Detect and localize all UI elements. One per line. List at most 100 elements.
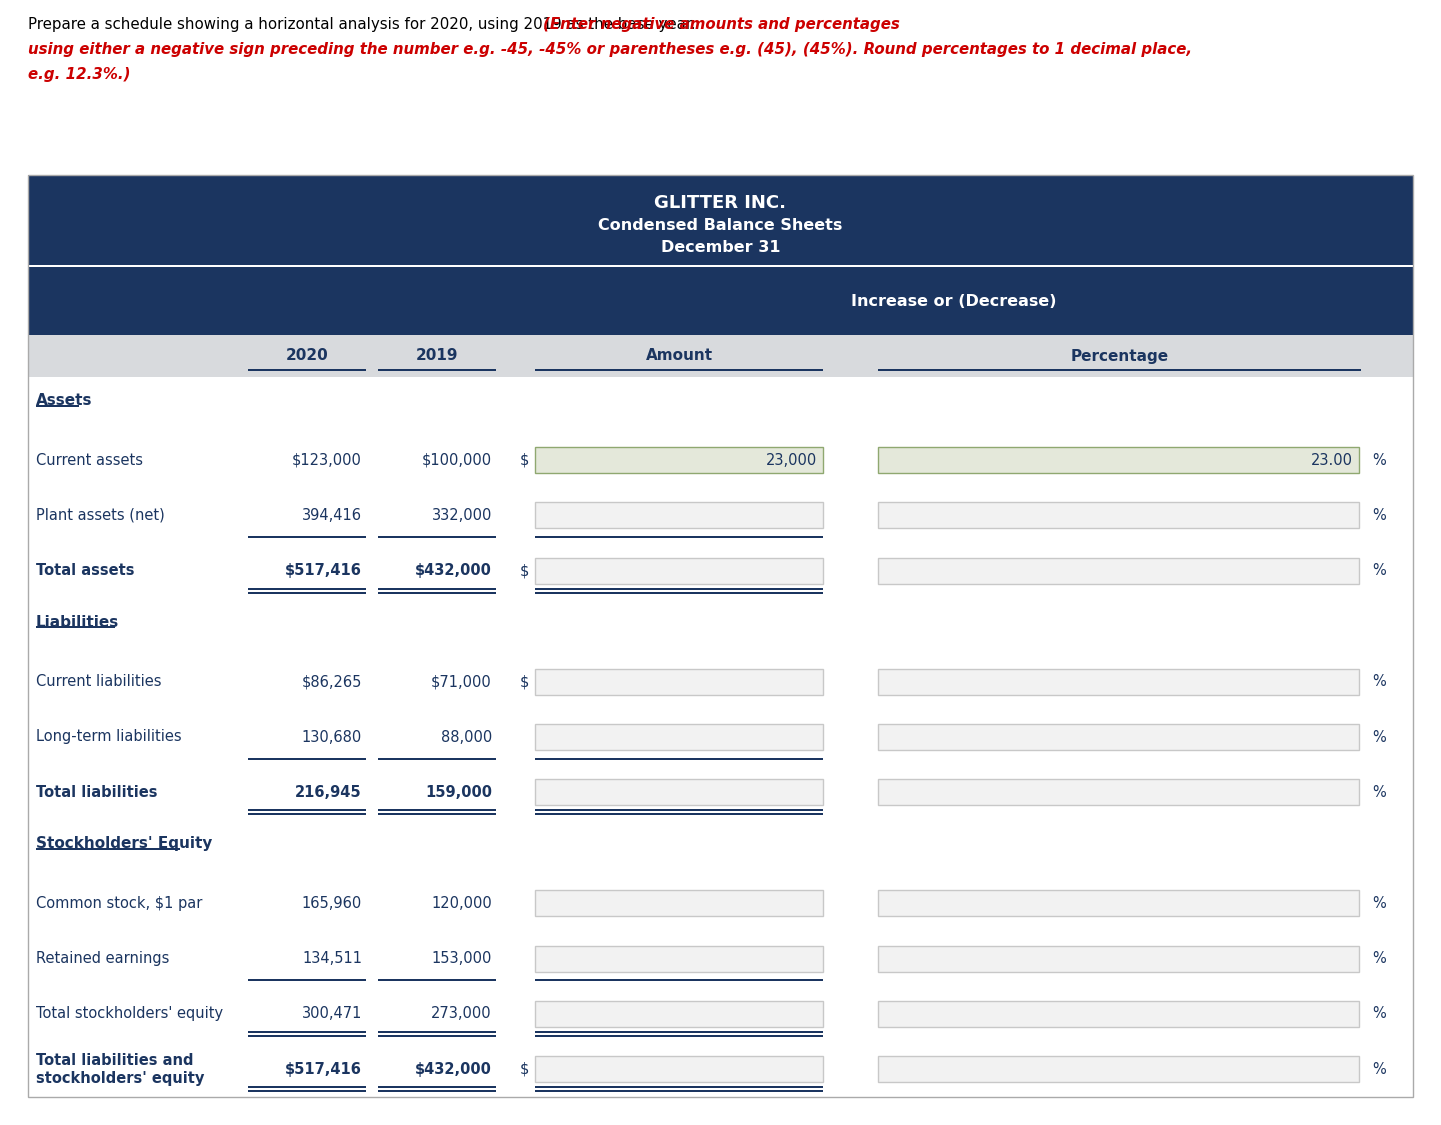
Bar: [378, 1035, 496, 1036]
Text: 153,000: 153,000: [432, 951, 491, 966]
Text: December 31: December 31: [661, 240, 780, 254]
Text: $71,000: $71,000: [431, 674, 491, 690]
Bar: [878, 447, 1359, 474]
Text: 2019: 2019: [416, 349, 458, 363]
Bar: [378, 587, 496, 590]
Text: 394,416: 394,416: [303, 508, 362, 523]
Text: Current assets: Current assets: [36, 452, 143, 468]
Bar: [535, 668, 823, 694]
Text: (Enter negative amounts and percentages: (Enter negative amounts and percentages: [543, 17, 899, 32]
Bar: [248, 369, 366, 371]
Bar: [248, 592, 366, 594]
Text: $100,000: $100,000: [422, 452, 491, 468]
Bar: [27, 266, 1414, 267]
Text: Common stock, $1 par: Common stock, $1 par: [36, 896, 202, 910]
Text: using either a negative sign preceding the number e.g. -45, -45% or parentheses : using either a negative sign preceding t…: [27, 42, 1192, 57]
Bar: [378, 809, 496, 811]
Text: 120,000: 120,000: [431, 896, 491, 910]
Bar: [535, 1001, 823, 1027]
Text: $517,416: $517,416: [285, 564, 362, 578]
Bar: [535, 980, 823, 981]
Text: Current liabilities: Current liabilities: [36, 674, 161, 690]
Bar: [248, 1087, 366, 1088]
Bar: [535, 758, 823, 759]
Bar: [378, 813, 496, 816]
Text: Amount: Amount: [646, 349, 712, 363]
Bar: [535, 1090, 823, 1092]
Text: Condensed Balance Sheets: Condensed Balance Sheets: [598, 217, 843, 233]
Text: 23,000: 23,000: [765, 452, 817, 468]
Text: Retained earnings: Retained earnings: [36, 951, 170, 966]
Text: %: %: [1372, 674, 1386, 690]
Text: Plant assets (net): Plant assets (net): [36, 508, 164, 523]
Text: %: %: [1372, 896, 1386, 910]
Bar: [378, 1030, 496, 1033]
Bar: [535, 809, 823, 811]
Bar: [535, 1056, 823, 1082]
Bar: [36, 627, 115, 628]
Text: $432,000: $432,000: [415, 1062, 491, 1077]
Text: Total liabilities and: Total liabilities and: [36, 1053, 193, 1068]
Text: $123,000: $123,000: [293, 452, 362, 468]
Bar: [378, 369, 496, 371]
Text: 134,511: 134,511: [303, 951, 362, 966]
Bar: [535, 503, 823, 529]
Bar: [248, 587, 366, 590]
Text: Prepare a schedule showing a horizontal analysis for 2020, using 2019 as the bas: Prepare a schedule showing a horizontal …: [27, 17, 700, 32]
Text: %: %: [1372, 1062, 1386, 1077]
Text: %: %: [1372, 452, 1386, 468]
Text: Total liabilities: Total liabilities: [36, 785, 157, 800]
Bar: [878, 668, 1359, 694]
Text: e.g. 12.3%.): e.g. 12.3%.): [27, 68, 131, 82]
Bar: [535, 1030, 823, 1033]
Bar: [535, 558, 823, 584]
Bar: [878, 724, 1359, 750]
Bar: [878, 1001, 1359, 1027]
Text: GLITTER INC.: GLITTER INC.: [654, 193, 787, 212]
Bar: [27, 335, 1414, 377]
Text: $: $: [520, 564, 529, 578]
Bar: [878, 1056, 1359, 1082]
Bar: [535, 813, 823, 816]
Bar: [27, 176, 1414, 1097]
Text: 130,680: 130,680: [301, 729, 362, 745]
Text: $517,416: $517,416: [285, 1062, 362, 1077]
Text: Percentage: Percentage: [1071, 349, 1169, 363]
Text: 165,960: 165,960: [301, 896, 362, 910]
Bar: [248, 1090, 366, 1092]
Bar: [535, 447, 823, 474]
Bar: [378, 537, 496, 538]
Text: %: %: [1372, 951, 1386, 966]
Text: 159,000: 159,000: [425, 785, 491, 800]
Bar: [535, 1087, 823, 1088]
Text: Liabilities: Liabilities: [36, 614, 120, 630]
Bar: [378, 592, 496, 594]
Bar: [535, 1035, 823, 1036]
Bar: [378, 1090, 496, 1092]
Bar: [878, 890, 1359, 916]
Bar: [378, 758, 496, 759]
Text: 300,471: 300,471: [301, 1007, 362, 1022]
Bar: [535, 945, 823, 972]
Text: $: $: [520, 452, 529, 468]
Bar: [248, 813, 366, 816]
Text: Increase or (Decrease): Increase or (Decrease): [852, 294, 1056, 308]
Text: $86,265: $86,265: [301, 674, 362, 690]
Text: 332,000: 332,000: [432, 508, 491, 523]
Bar: [878, 780, 1359, 805]
Bar: [248, 1030, 366, 1033]
Text: Assets: Assets: [36, 394, 92, 408]
Bar: [535, 780, 823, 805]
Text: $432,000: $432,000: [415, 564, 491, 578]
Bar: [27, 377, 1414, 1097]
Bar: [378, 980, 496, 981]
Bar: [248, 809, 366, 811]
Bar: [36, 848, 180, 849]
Bar: [535, 537, 823, 538]
Text: Stockholders' Equity: Stockholders' Equity: [36, 836, 212, 852]
Bar: [535, 369, 823, 371]
Text: 216,945: 216,945: [295, 785, 362, 800]
Text: stockholders' equity: stockholders' equity: [36, 1071, 205, 1086]
Text: 88,000: 88,000: [441, 729, 491, 745]
Bar: [535, 724, 823, 750]
